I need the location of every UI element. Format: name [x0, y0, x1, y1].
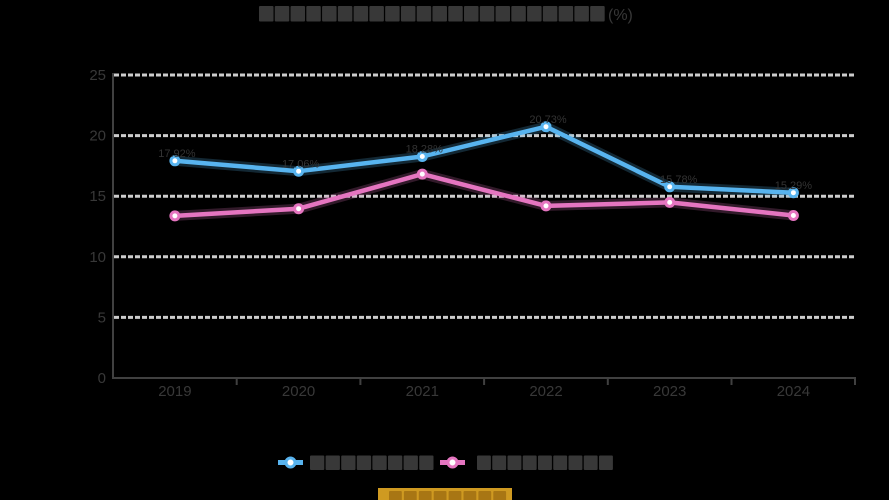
- svg-text:2020: 2020: [282, 383, 315, 400]
- svg-text:10: 10: [89, 249, 106, 266]
- svg-text:2024: 2024: [777, 383, 810, 400]
- svg-text:2019: 2019: [158, 383, 191, 400]
- svg-text:20: 20: [89, 128, 106, 145]
- svg-text:20.73%: 20.73%: [529, 114, 567, 126]
- svg-text:18.28%: 18.28%: [406, 144, 444, 156]
- svg-text:2023: 2023: [653, 383, 686, 400]
- svg-text:17.06%: 17.06%: [282, 158, 320, 170]
- svg-text:5: 5: [98, 309, 106, 326]
- svg-text:15.78%: 15.78%: [660, 174, 698, 186]
- svg-text:25: 25: [89, 67, 106, 84]
- svg-text:2022: 2022: [529, 383, 562, 400]
- svg-text:17.92%: 17.92%: [158, 148, 196, 160]
- svg-text:(%): (%): [608, 7, 633, 24]
- svg-text:15: 15: [89, 188, 106, 205]
- svg-text:0: 0: [98, 370, 106, 387]
- svg-text:2021: 2021: [406, 383, 439, 400]
- svg-text:15.29%: 15.29%: [775, 180, 813, 192]
